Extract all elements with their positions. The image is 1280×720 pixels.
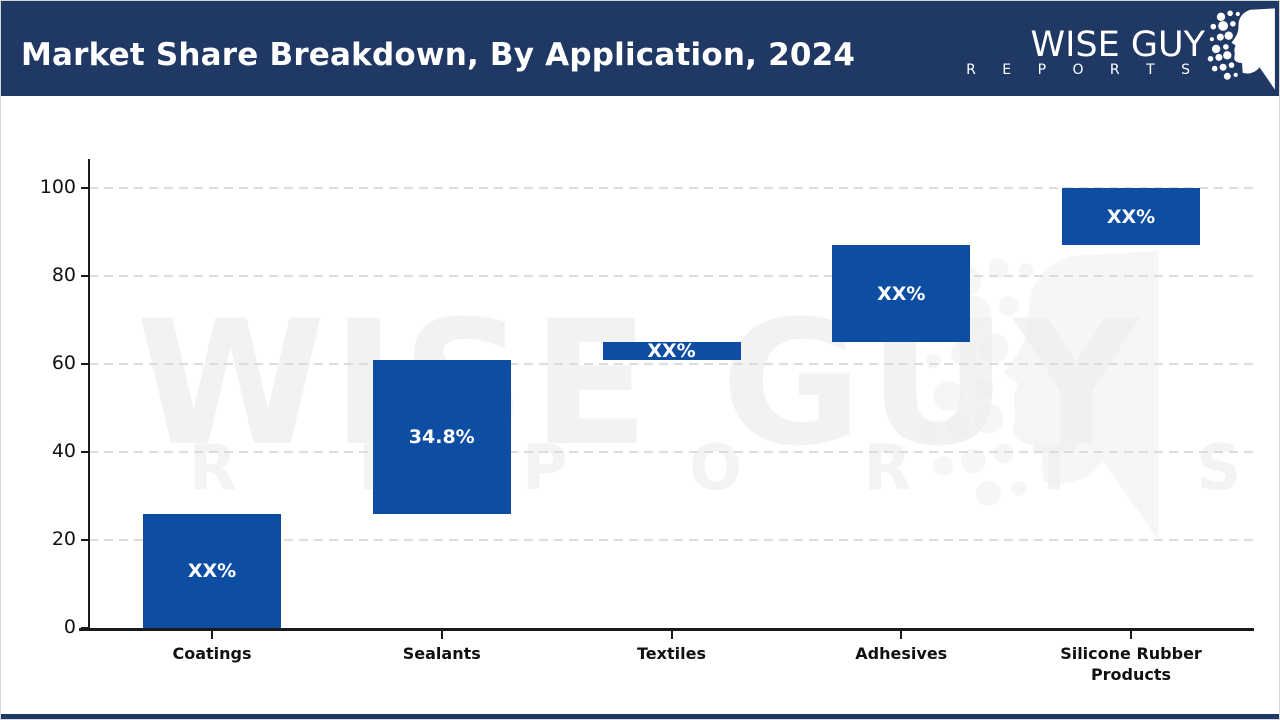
- bar-textiles: XX%: [602, 339, 741, 362]
- y-axis-tick-label: 0: [63, 616, 76, 638]
- y-axis-line: [88, 159, 90, 630]
- logo-subtext: R E P O R T S: [966, 62, 1201, 78]
- y-axis-tick-mark: [81, 363, 89, 365]
- gridline-y100: [89, 187, 1254, 189]
- gridline-y60: [89, 363, 1254, 365]
- bar-silicone-rubber-products: XX%: [1062, 188, 1200, 246]
- gridline-y80: [89, 275, 1254, 277]
- y-axis-tick-label: 80: [51, 264, 76, 286]
- bar-value-label: XX%: [647, 339, 696, 362]
- wise-guy-logo: WISE GUY R E P O R T S: [966, 1, 1275, 96]
- x-axis-tick-mark: [440, 631, 443, 639]
- x-axis-line: [79, 628, 1254, 631]
- bar-adhesives: XX%: [832, 245, 971, 342]
- y-axis-tick-label: 100: [39, 176, 76, 198]
- x-axis-category-label: Coatings: [172, 644, 252, 663]
- y-axis-tick-mark: [81, 451, 89, 453]
- gridline-y40: [89, 451, 1254, 453]
- y-axis-tick-mark: [81, 539, 89, 541]
- bar-value-label: XX%: [187, 559, 237, 582]
- y-axis-tick-label: 40: [51, 440, 76, 462]
- y-axis-tick-label: 60: [51, 352, 76, 374]
- x-axis-tick-mark: [670, 631, 673, 639]
- logo-wordmark: WISE GUY: [1030, 25, 1205, 65]
- y-axis-tick-mark: [81, 275, 89, 277]
- bar-sealants: 34.8%: [372, 359, 511, 514]
- bar-value-label: 34.8%: [408, 425, 475, 448]
- x-axis-category-label: Textiles: [637, 644, 706, 663]
- logo-face-icon: [1207, 8, 1275, 90]
- bar-value-label: XX%: [877, 282, 926, 305]
- x-axis-category-label: Adhesives: [855, 644, 948, 663]
- bar-value-label: XX%: [1106, 205, 1156, 228]
- y-axis-tick-label: 20: [51, 528, 76, 550]
- x-axis-tick-mark: [211, 631, 213, 639]
- page-title: Market Share Breakdown, By Application, …: [21, 37, 856, 73]
- x-axis-tick-mark: [1130, 631, 1132, 639]
- y-axis-tick-mark: [81, 187, 89, 189]
- x-axis-category-label: Sealants: [402, 644, 481, 663]
- x-axis-tick-mark: [900, 631, 903, 639]
- bar-coatings: XX%: [143, 513, 281, 628]
- bar-chart: 0 20 40 60 80 100 XX% Coatings 34.8% Sealants XX% T…: [1, 96, 1279, 714]
- footer-bar: [1, 714, 1279, 719]
- gridline-y20: [89, 539, 1254, 541]
- header-bar: Market Share Breakdown, By Application, …: [1, 1, 1279, 96]
- x-axis-category-label: Silicone Rubber Products: [1060, 644, 1202, 684]
